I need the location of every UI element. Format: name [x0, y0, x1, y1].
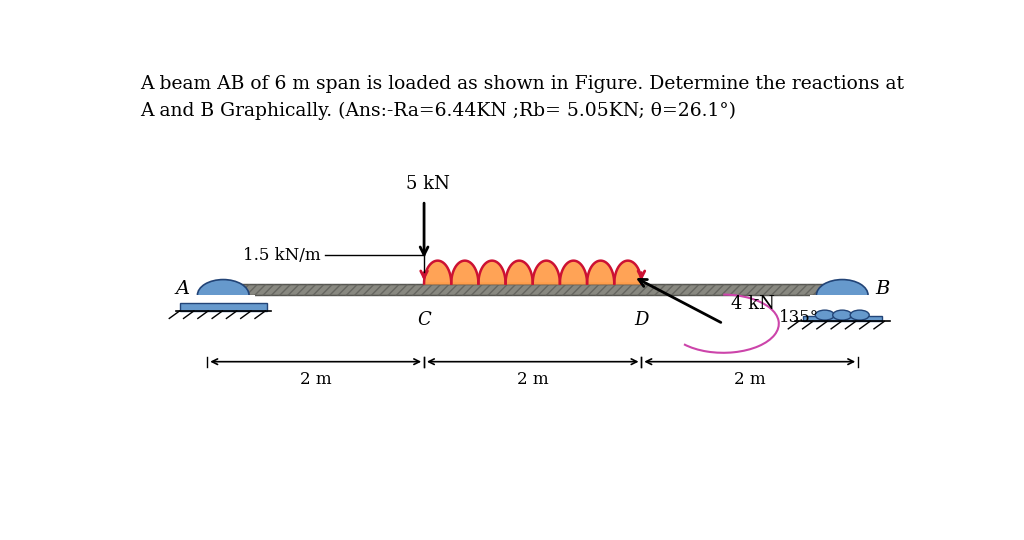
Text: A beam AB of 6 m span is loaded as shown in Figure. Determine the reactions at: A beam AB of 6 m span is loaded as shown…	[140, 75, 904, 93]
Polygon shape	[424, 261, 452, 284]
Polygon shape	[478, 261, 506, 284]
Text: 2 m: 2 m	[300, 371, 332, 388]
Bar	[191, 295, 255, 312]
Bar	[207, 284, 858, 295]
Polygon shape	[452, 261, 478, 284]
Polygon shape	[532, 261, 560, 284]
Text: 1.5 kN/m: 1.5 kN/m	[244, 247, 321, 264]
Text: 2 m: 2 m	[734, 371, 766, 388]
Bar	[803, 316, 882, 321]
Text: 5 kN: 5 kN	[407, 175, 450, 193]
Text: 135°: 135°	[779, 309, 819, 326]
Bar	[207, 284, 858, 295]
Text: 4 kN: 4 kN	[731, 295, 775, 313]
Bar	[179, 303, 267, 311]
Circle shape	[815, 310, 835, 320]
Text: C: C	[417, 311, 431, 329]
Polygon shape	[560, 261, 587, 284]
Circle shape	[833, 310, 852, 320]
Ellipse shape	[816, 280, 868, 310]
Ellipse shape	[198, 280, 249, 310]
Polygon shape	[506, 261, 532, 284]
Bar	[811, 295, 873, 312]
Circle shape	[850, 310, 869, 320]
Polygon shape	[614, 261, 641, 284]
Polygon shape	[587, 261, 614, 284]
Text: A: A	[176, 280, 189, 298]
Text: B: B	[876, 280, 890, 298]
Text: D: D	[634, 311, 648, 329]
Text: 2 m: 2 m	[517, 371, 549, 388]
Text: A and B Graphically. (Ans:-Ra=6.44KN ;Rb= 5.05KN; θ=26.1°): A and B Graphically. (Ans:-Ra=6.44KN ;Rb…	[140, 102, 736, 120]
